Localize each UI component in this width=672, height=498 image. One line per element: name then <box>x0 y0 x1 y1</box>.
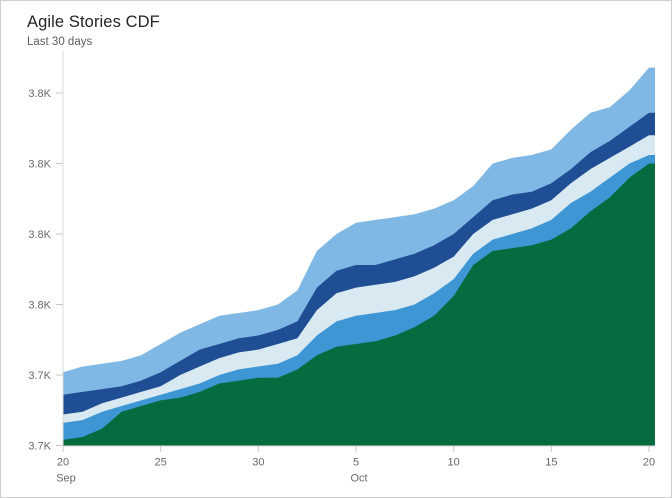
x-axis-tick-label: 15 <box>545 457 557 469</box>
y-axis-tick-label: 3.7K <box>28 370 51 382</box>
y-axis-tick-label: 3.7K <box>28 441 51 453</box>
y-axis-tick-label: 3.8K <box>28 300 51 312</box>
x-axis-month-label: Sep <box>56 473 76 485</box>
y-axis-tick-label: 3.8K <box>28 159 51 171</box>
x-axis-month-label: Oct <box>350 473 367 485</box>
x-axis-tick-label: 30 <box>252 457 264 469</box>
chart-title: Agile Stories CDF <box>27 13 160 31</box>
x-axis-tick-label: 20 <box>643 457 655 469</box>
x-axis-tick-label: 10 <box>448 457 460 469</box>
y-axis-tick-label: 3.8K <box>28 88 51 100</box>
area-band-green[interactable] <box>63 163 655 446</box>
x-axis-tick-label: 20 <box>57 457 69 469</box>
chart-subtitle: Last 30 days <box>27 36 93 48</box>
chart-header: Agile Stories CDF Last 30 days <box>27 12 160 50</box>
y-axis-tick-label: 3.8K <box>28 229 51 241</box>
x-axis-tick-label: 5 <box>353 457 359 469</box>
x-axis-tick-label: 25 <box>155 457 167 469</box>
